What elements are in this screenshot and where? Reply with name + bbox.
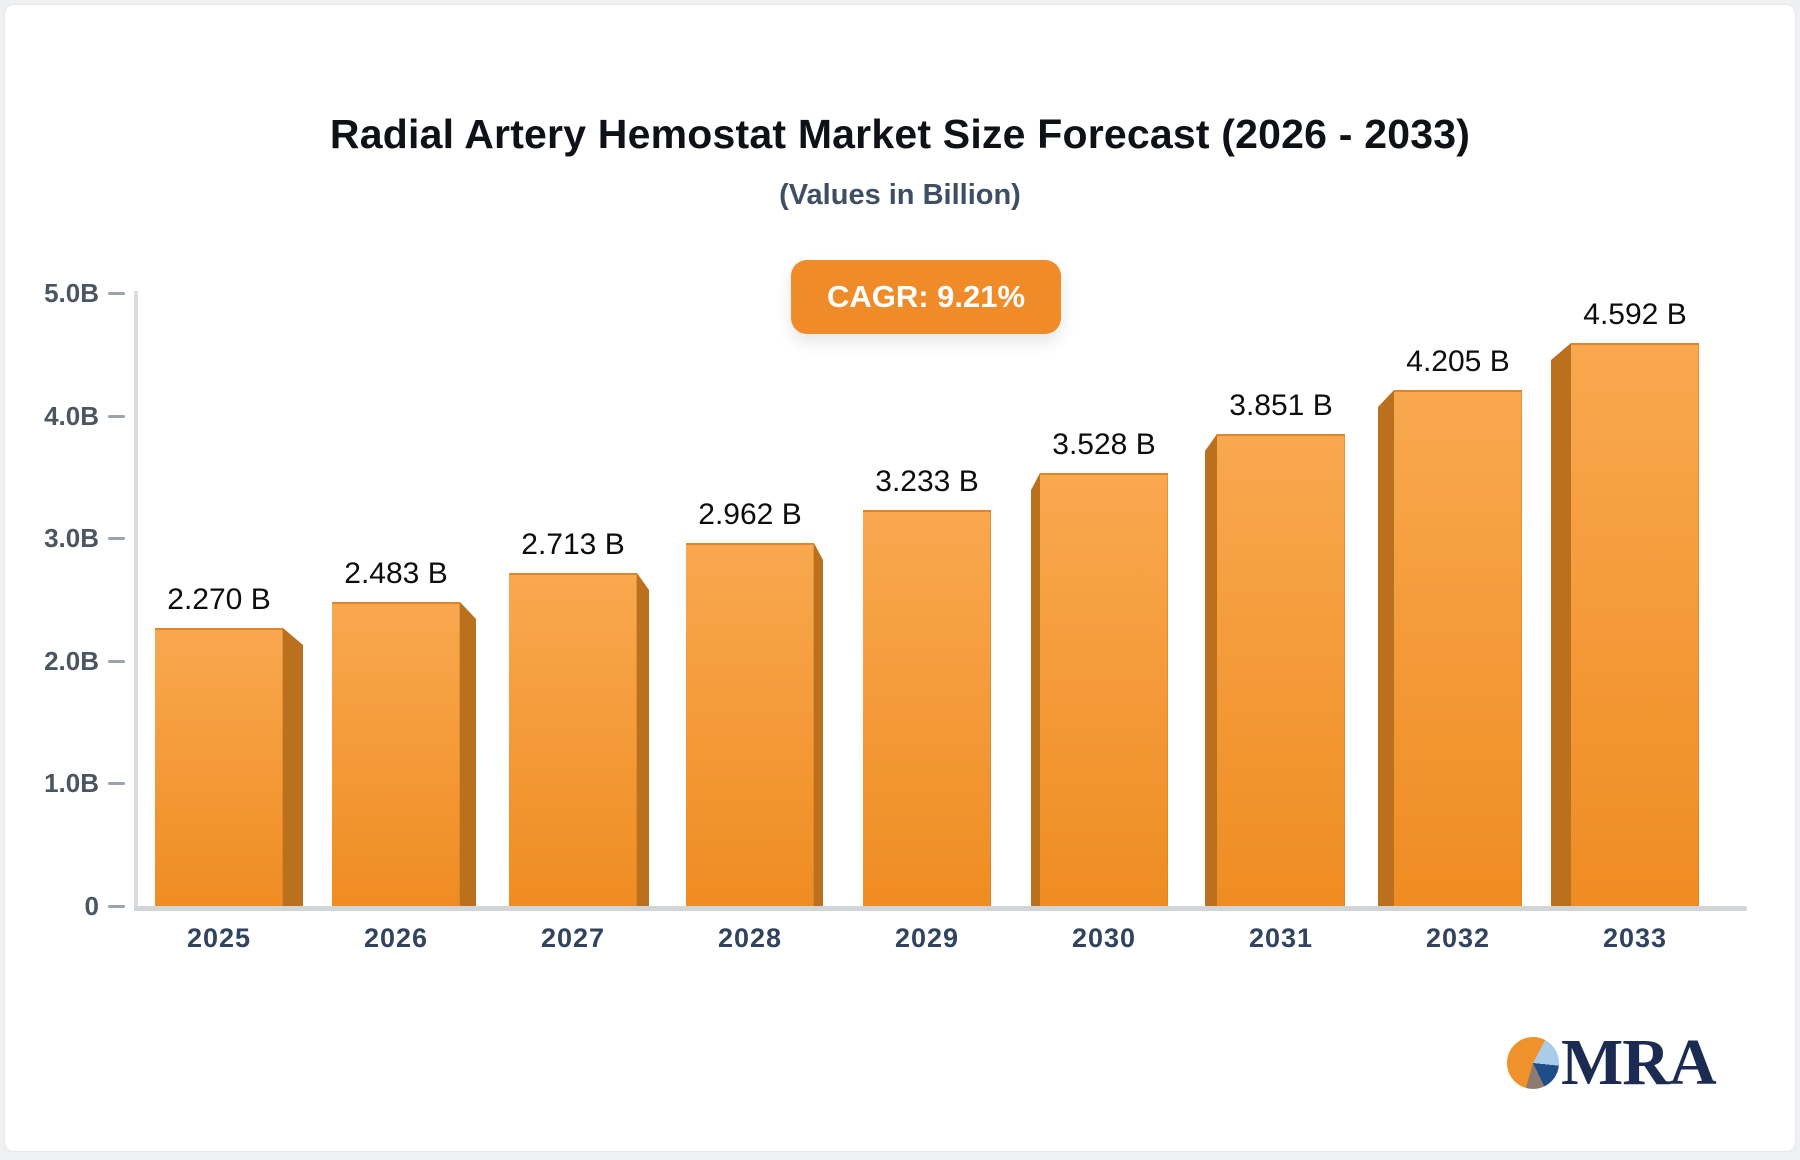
y-tick-label: 0 [84, 891, 99, 921]
x-axis-label-2033: 2033 [1602, 923, 1668, 953]
x-axis-label-2029: 2029 [894, 923, 960, 953]
bar-side-face [460, 602, 476, 906]
bar-front-face [1571, 343, 1699, 906]
y-tick-label: 1.0B [44, 768, 99, 799]
y-tick-mark [108, 292, 125, 295]
bar-value-label: 4.592 B [1583, 298, 1687, 331]
bar-value-label: 2.962 B [698, 498, 802, 531]
bar-front-face [1040, 473, 1168, 906]
chart-card: Radial Artery Hemostat Market Size Forec… [4, 4, 1796, 1152]
x-axis-label-2032: 2032 [1425, 923, 1491, 953]
bar-front-face [332, 602, 460, 906]
y-tick-label: 5.0B [44, 278, 99, 308]
bar-front-face [155, 628, 283, 906]
bar-value-label: 2.270 B [167, 583, 271, 616]
bar-2026 [332, 602, 476, 906]
chart-title: Radial Artery Hemostat Market Size Forec… [329, 111, 1471, 157]
y-tick-mark [108, 659, 125, 663]
bar-front-face [1217, 434, 1345, 906]
bar-side-face [637, 573, 649, 906]
cagr-badge: CAGR: 9.21% [791, 260, 1061, 334]
bar-2032 [1378, 390, 1522, 906]
y-axis-line [134, 291, 138, 911]
bar-value-label: 4.205 B [1406, 345, 1510, 378]
bar-2025 [155, 628, 303, 906]
bar-side-face [1551, 343, 1571, 906]
bar-value-label: 3.851 B [1229, 389, 1333, 422]
y-tick-mark [108, 905, 125, 908]
y-tick-mark [108, 537, 125, 541]
bar-side-face [1205, 434, 1217, 906]
bar-2031 [1205, 434, 1345, 906]
bar-2028 [686, 543, 823, 906]
y-tick-label: 3.0B [44, 523, 99, 554]
logo-text: MRA [1561, 1026, 1717, 1099]
x-axis-label-2025: 2025 [186, 923, 252, 953]
x-axis-label-2028: 2028 [717, 923, 783, 953]
x-axis-label-2027: 2027 [540, 923, 606, 953]
y-tick-label: 4.0B [44, 400, 99, 431]
bar-side-face [1031, 473, 1040, 906]
x-axis-label-2030: 2030 [1071, 923, 1137, 953]
bar-front-face [686, 543, 814, 906]
x-axis-label-2031: 2031 [1248, 923, 1314, 953]
bar-value-label: 2.713 B [521, 528, 625, 561]
bar-2030 [1031, 473, 1168, 906]
bar-value-label: 2.483 B [344, 557, 448, 590]
x-axis-line [134, 906, 1747, 911]
x-axis-label-2026: 2026 [363, 923, 429, 953]
bar-2029 [863, 510, 991, 906]
y-tick-mark [108, 414, 125, 418]
bar-side-face [283, 628, 303, 906]
mra-logo: MRA [1507, 1026, 1717, 1099]
bar-value-label: 3.528 B [1052, 428, 1156, 461]
pie-chart-logo-icon [1507, 1037, 1559, 1089]
chart-subtitle: (Values in Billion) [779, 179, 1021, 211]
bar-side-face [1378, 390, 1394, 906]
bar-side-face [814, 543, 823, 906]
bar-2033 [1551, 343, 1699, 906]
bar-value-label: 3.233 B [875, 465, 979, 498]
y-tick-mark [108, 782, 125, 786]
bar-front-face [1394, 390, 1522, 906]
y-tick-label: 2.0B [44, 645, 99, 676]
bar-front-face [509, 573, 637, 906]
bar-front-face [863, 510, 991, 906]
bar-2027 [509, 573, 649, 906]
